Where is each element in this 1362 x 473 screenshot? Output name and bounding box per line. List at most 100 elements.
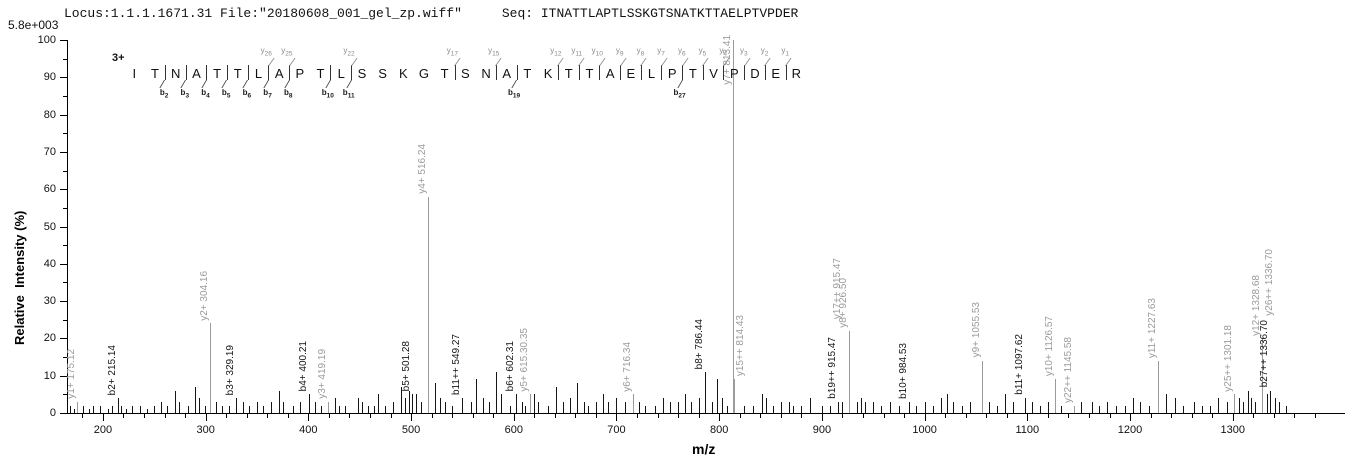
spectrum-peak: [496, 371, 498, 413]
x-axis-minor-tick: [1088, 414, 1090, 418]
spectrum-peak-labeled: [981, 360, 983, 413]
residue-letter: N: [171, 66, 181, 81]
fragment-divider: [744, 65, 746, 80]
residue-letter: A: [502, 66, 512, 81]
x-axis-minor-tick: [739, 414, 741, 418]
y-axis-minor-tick: [63, 394, 67, 396]
header-locus-file: Locus:1.1.1.1671.31 File:"20180608_001_g…: [64, 6, 462, 21]
peak-annotation: y4+ 516.24: [416, 143, 428, 194]
x-axis-tick-label: 800: [710, 424, 729, 436]
spectrum-peak: [174, 390, 176, 413]
fragment-divider: [351, 65, 353, 80]
spectrum-peak: [570, 398, 572, 413]
y-ion-mark-label: y6: [677, 46, 686, 58]
spectrum-peak: [789, 401, 791, 413]
x-axis-line: [67, 413, 1345, 414]
base-peak-intensity-label: 5.8e+003: [8, 18, 59, 32]
precursor-charge-label: 3+: [112, 52, 125, 64]
y-ion-mark-label: y25: [281, 46, 293, 58]
y-axis-tick-label: 60: [43, 183, 56, 196]
x-axis-major-tick: [308, 414, 310, 421]
fragment-divider: [661, 65, 663, 80]
spectrum-peak: [357, 398, 359, 413]
x-axis-tick-label: 1000: [912, 424, 937, 436]
y-axis-major-tick: [60, 77, 67, 79]
fragment-divider: [289, 65, 290, 80]
spectrum-peak-labeled: [837, 401, 839, 413]
fragment-divider: [557, 65, 559, 80]
y-axis-major-tick: [60, 301, 67, 303]
x-axis-minor-tick: [575, 414, 577, 418]
residue-letter: P: [295, 66, 305, 81]
spectrum-peak: [378, 394, 380, 413]
x-axis-tick-label: 900: [812, 424, 832, 436]
x-axis-major-tick: [1130, 414, 1132, 421]
spectrum-peak: [953, 401, 955, 413]
residue-letter: T: [523, 66, 532, 81]
x-axis-minor-tick: [287, 414, 289, 418]
spectrum-peak: [669, 401, 671, 413]
residue-cell: G: [414, 52, 435, 104]
spectrum-peak: [1243, 401, 1245, 413]
peak-annotation: y5+ 615.30.35: [518, 327, 530, 392]
x-axis-tick-label: 1200: [1117, 424, 1143, 436]
b-ion-mark-label: b6: [242, 88, 252, 100]
spectrum-peak: [1012, 401, 1014, 413]
y-axis-major-tick: [60, 338, 67, 340]
spectrum-peak: [1175, 398, 1177, 413]
spectrum-peak: [139, 405, 141, 413]
spectrum-peak-labeled: [308, 394, 310, 413]
x-axis-minor-tick: [863, 414, 864, 418]
peak-annotation: y2+ 304.16: [198, 270, 210, 321]
spectrum-peak: [534, 394, 536, 413]
spectrum-peak: [801, 405, 803, 413]
spectrum-peak: [88, 409, 90, 413]
spectrum-peak: [583, 401, 585, 413]
fragment-divider: [785, 65, 787, 80]
residue-cell: P: [290, 52, 311, 104]
spectrum-peak-labeled: [1158, 360, 1160, 413]
spectrum-peak: [916, 405, 918, 413]
spectrum-peak: [222, 405, 224, 413]
spectrum-peak: [392, 401, 394, 413]
residue-letter: A: [274, 66, 284, 81]
residue-letter: S: [461, 66, 470, 81]
fragment-divider: [268, 65, 270, 80]
x-axis-minor-tick: [226, 414, 228, 418]
residue-letter: T: [151, 66, 159, 81]
spectrum-peak: [924, 401, 926, 413]
x-axis-minor-tick: [452, 414, 454, 418]
spectrum-peak: [1148, 405, 1150, 413]
spectrum-peak: [856, 401, 858, 413]
x-axis-minor-tick: [493, 414, 495, 418]
residue-letter: T: [688, 66, 697, 81]
x-axis-major-tick: [924, 414, 926, 421]
residue-letter: N: [481, 66, 491, 81]
spectrum-peak: [698, 398, 700, 413]
spectrum-peak: [898, 405, 900, 413]
residue-letter: A: [192, 66, 201, 81]
spectrum-peak: [434, 383, 436, 413]
x-axis-tick-label: 600: [504, 424, 523, 436]
y-axis-minor-tick: [63, 133, 67, 135]
x-axis-minor-tick: [657, 414, 659, 418]
x-axis-minor-tick: [1191, 414, 1193, 418]
x-axis-tick-label: 700: [607, 424, 626, 436]
y-axis-title: Relative Intensity (%): [12, 210, 27, 345]
spectrum-peak-labeled: [516, 394, 518, 413]
y-ion-mark-label: y12: [550, 46, 562, 58]
spectrum-peak: [74, 409, 76, 413]
x-axis-minor-tick: [1314, 414, 1316, 418]
spectrum-peak: [577, 383, 579, 413]
spectrum-peak: [624, 401, 626, 413]
residue-letter: I: [132, 66, 137, 81]
x-axis-minor-tick: [986, 414, 988, 418]
b-ion-mark-label: b27: [673, 88, 686, 100]
x-axis-major-tick: [719, 414, 721, 421]
spectrum-peak-labeled: [849, 330, 851, 413]
spectrum-peak: [361, 401, 363, 413]
spectrum-peak: [199, 398, 201, 413]
fragment-divider: [454, 65, 456, 80]
